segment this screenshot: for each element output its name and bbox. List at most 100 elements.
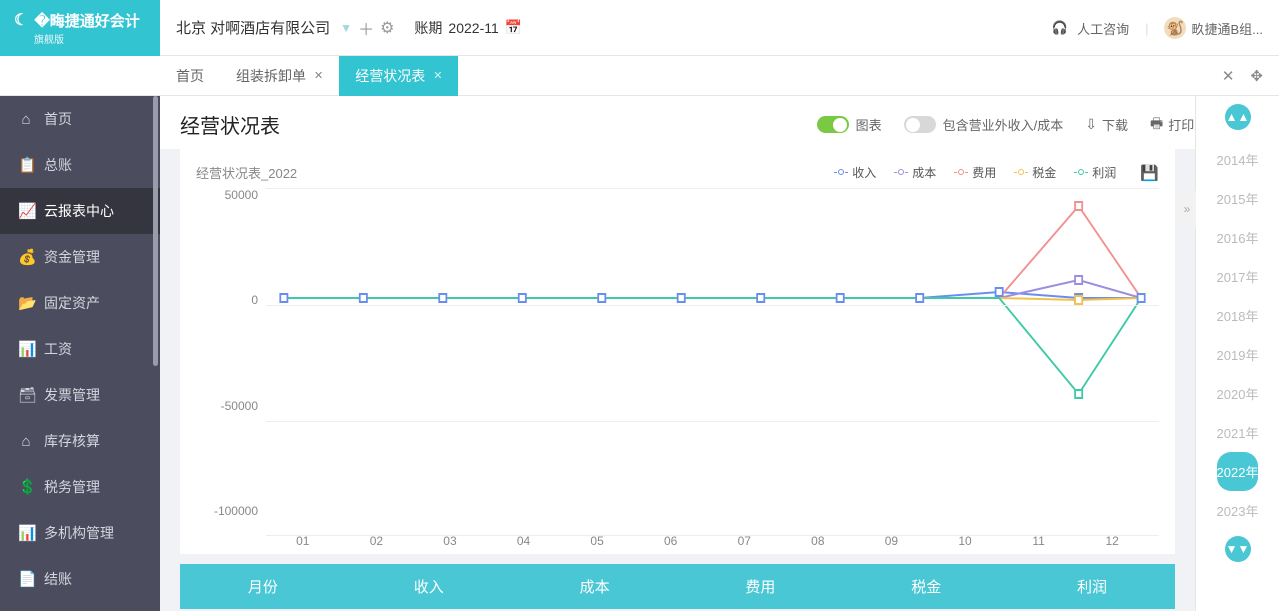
year-panel-collapse-toggle[interactable]: »	[1178, 191, 1196, 227]
tab-assembly[interactable]: 组装拆卸单 ✕	[220, 56, 339, 96]
sidebar-item-cloud-report[interactable]: 📈 云报表中心	[0, 188, 160, 234]
tab-business-report[interactable]: 经营状况表 ✕	[339, 56, 458, 96]
sidebar-item-tax[interactable]: 💲 税务管理	[0, 464, 160, 510]
table-col-month[interactable]: 月份	[180, 564, 346, 609]
sidebar-item-invoice[interactable]: 🗃 发票管理	[0, 372, 160, 418]
chart-plot-area: 50000 0 -50000 -100000	[196, 188, 1159, 538]
year-item-2020[interactable]: 2020年	[1196, 374, 1279, 413]
sidebar-item-tax-label: 税务管理	[44, 477, 100, 497]
fund-icon: 💰	[18, 248, 34, 266]
year-scroll-up-button[interactable]: ▲▲	[1225, 104, 1251, 130]
year-scroll-down-button[interactable]: ▼▼	[1225, 536, 1251, 562]
brand-name-label: �畮捷通好会计	[34, 10, 139, 31]
top-bar: ☾ �畮捷通好会计 旗舰版 北京 对啊酒店有限公司 ▼ ＋ ⚙ 账期 2022-…	[0, 0, 1279, 56]
tab-assembly-label: 组装拆卸单	[236, 66, 306, 86]
assistant-avatar-icon: 🐒	[1164, 17, 1186, 39]
save-chart-icon[interactable]: 💾	[1140, 164, 1159, 182]
year-item-2021[interactable]: 2021年	[1196, 413, 1279, 452]
toggle-chart-group[interactable]: 图表	[817, 115, 882, 134]
account-period-value: 2022-11	[448, 20, 498, 36]
data-table-header-row: 月份 收入 成本 费用 税金 利润	[180, 564, 1175, 609]
sidebar-item-fund[interactable]: 💰 资金管理	[0, 234, 160, 280]
sidebar-item-inventory[interactable]: ⌂ 库存核算	[0, 418, 160, 464]
nonop-toggle[interactable]	[904, 116, 936, 133]
legend-item-income[interactable]: 收入	[834, 164, 876, 181]
sidebar-item-closing[interactable]: 📄 结账	[0, 556, 160, 602]
tab-home-label: 首页	[176, 66, 204, 86]
plot-wrap[interactable]	[266, 188, 1159, 538]
year-item-2016[interactable]: 2016年	[1196, 218, 1279, 257]
topbar-right-controls: 🎧 人工咨询 | 🐒 畂捷通B组...	[1052, 0, 1263, 56]
sidebar-scrollbar[interactable]	[153, 96, 158, 366]
table-col-profit[interactable]: 利润	[1009, 564, 1175, 609]
legend-income-label: 收入	[852, 164, 876, 181]
sidebar-item-home[interactable]: ⌂ 首页	[0, 96, 160, 142]
chevron-down-icon[interactable]: ▼	[340, 21, 352, 35]
y-tick-neg50000: -50000	[196, 399, 258, 413]
account-period-selector[interactable]: 账期 2022-11 📅	[414, 18, 522, 38]
account-period-label: 账期	[414, 18, 442, 38]
tab-business-report-close-icon[interactable]: ✕	[433, 69, 442, 82]
download-label: 下载	[1102, 115, 1128, 134]
sidebar-item-salary[interactable]: 📊 工资	[0, 326, 160, 372]
calendar-icon[interactable]: 📅	[505, 19, 522, 36]
content-header: 经营状况表 图表 包含营业外收入/成本 ⇩ 下载 🖶	[160, 96, 1279, 149]
year-item-2014[interactable]: 2014年	[1196, 140, 1279, 179]
year-item-2023[interactable]: 2023年	[1196, 491, 1279, 530]
sidebar-item-archive[interactable]: 🗄 归档管理	[0, 602, 160, 611]
chart-legend: 收入 成本 费用 税金	[834, 164, 1159, 182]
year-item-2019[interactable]: 2019年	[1196, 335, 1279, 374]
company-selector[interactable]: 北京 对啊酒店有限公司 ▼	[160, 17, 352, 38]
legend-tax-label: 税金	[1032, 164, 1056, 181]
year-item-2017[interactable]: 2017年	[1196, 257, 1279, 296]
body-area: ⌂ 首页 📋 总账 📈 云报表中心 💰 资金管理 📂 固定资产 📊 工资	[0, 96, 1279, 611]
legend-item-cost[interactable]: 成本	[894, 164, 936, 181]
table-col-cost[interactable]: 成本	[512, 564, 678, 609]
tab-assembly-close-icon[interactable]: ✕	[314, 69, 323, 82]
add-button-icon[interactable]: ＋	[358, 16, 374, 40]
download-button[interactable]: ⇩ 下载	[1085, 115, 1128, 134]
year-item-2015[interactable]: 2015年	[1196, 179, 1279, 218]
chart-toggle[interactable]	[817, 116, 849, 133]
home-icon: ⌂	[18, 111, 34, 128]
table-col-income[interactable]: 收入	[346, 564, 512, 609]
help-desk-button[interactable]: 🎧 人工咨询	[1052, 19, 1129, 38]
table-col-tax[interactable]: 税金	[843, 564, 1009, 609]
multi-org-icon: 📊	[18, 524, 34, 542]
chart-card-header: 经营状况表_2022 收入 成本 费用	[196, 163, 1159, 182]
divider: |	[1145, 21, 1148, 36]
table-col-expense[interactable]: 费用	[677, 564, 843, 609]
chart-card: 经营状况表_2022 收入 成本 费用	[180, 149, 1175, 554]
main-content: 经营状况表 图表 包含营业外收入/成本 ⇩ 下载 🖶	[160, 96, 1279, 611]
main-sidebar: ⌂ 首页 📋 总账 📈 云报表中心 💰 资金管理 📂 固定资产 📊 工资	[0, 96, 160, 611]
sidebar-item-ledger[interactable]: 📋 总账	[0, 142, 160, 188]
asset-icon: 📂	[18, 294, 34, 312]
sidebar-item-closing-label: 结账	[44, 569, 72, 589]
legend-item-expense[interactable]: 费用	[954, 164, 996, 181]
y-tick-50000: 50000	[196, 188, 258, 202]
tab-home[interactable]: 首页	[160, 56, 220, 96]
legend-item-tax[interactable]: 税金	[1014, 164, 1056, 181]
sidebar-item-multi-org[interactable]: 📊 多机构管理	[0, 510, 160, 556]
print-button[interactable]: 🖶 打印	[1150, 113, 1194, 137]
year-item-2022-selected[interactable]: 2022年	[1217, 452, 1259, 491]
legend-expense-label: 费用	[972, 164, 996, 181]
chart-icon: 📈	[18, 202, 34, 220]
chart-toggle-label: 图表	[856, 115, 882, 134]
line-chart-svg[interactable]	[266, 188, 1159, 518]
sidebar-item-asset[interactable]: 📂 固定资产	[0, 280, 160, 326]
tax-icon: 💲	[18, 478, 34, 496]
year-item-2018[interactable]: 2018年	[1196, 296, 1279, 335]
toggle-nonop-group[interactable]: 包含营业外收入/成本	[904, 115, 1064, 134]
close-panel-icon[interactable]: ✕	[1222, 67, 1235, 85]
assistant-entry[interactable]: 🐒 畂捷通B组...	[1164, 17, 1263, 39]
year-panel: » ▲▲ 2014年 2015年 2016年 2017年 2018年 2019年…	[1195, 96, 1279, 611]
legend-item-profit[interactable]: 利润	[1074, 164, 1116, 181]
print-icon: 🖶	[1150, 113, 1163, 137]
sidebar-item-ledger-label: 总账	[44, 155, 72, 175]
fullscreen-icon[interactable]: ✥	[1250, 67, 1263, 85]
page-title-label: 经营状况表	[180, 110, 280, 139]
inventory-icon: ⌂	[18, 433, 34, 450]
settings-gear-icon[interactable]: ⚙	[380, 18, 394, 38]
brand-edition-label: 旗舰版	[34, 31, 160, 46]
